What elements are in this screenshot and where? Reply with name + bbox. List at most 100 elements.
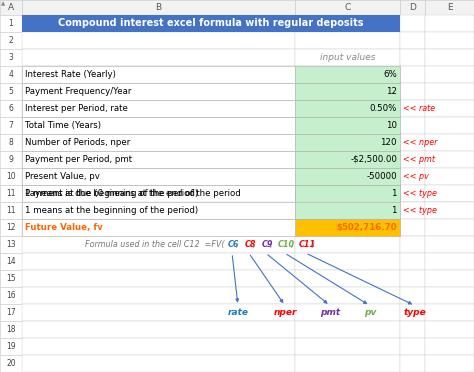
Bar <box>425 202 474 219</box>
Bar <box>22 168 295 185</box>
Bar <box>0 219 22 236</box>
Bar <box>400 66 425 83</box>
Bar <box>295 15 400 32</box>
Bar <box>0 236 22 253</box>
Text: 2: 2 <box>9 36 13 45</box>
Text: 12: 12 <box>6 206 16 215</box>
Text: Number of Periods, nper: Number of Periods, nper <box>25 138 130 147</box>
Text: -$2,500.00: -$2,500.00 <box>350 155 397 164</box>
Bar <box>295 270 400 287</box>
Bar <box>400 321 425 338</box>
Bar <box>295 304 400 321</box>
Bar <box>400 202 425 219</box>
Bar <box>0 15 22 32</box>
Bar <box>22 304 295 321</box>
Bar <box>295 338 400 355</box>
Bar <box>0 202 22 219</box>
Text: 1 means at the beginning of the period): 1 means at the beginning of the period) <box>25 189 198 198</box>
Bar <box>22 287 295 304</box>
Text: B: B <box>155 3 162 12</box>
Text: E: E <box>447 3 452 12</box>
Bar <box>22 202 295 219</box>
Bar <box>22 338 295 355</box>
Bar <box>295 219 400 236</box>
Text: 12: 12 <box>386 87 397 96</box>
Bar <box>425 83 474 100</box>
Bar <box>295 202 400 219</box>
Bar <box>400 83 425 100</box>
Bar <box>425 117 474 134</box>
Text: Present Value, pv: Present Value, pv <box>25 172 100 181</box>
Bar <box>295 185 400 202</box>
Bar <box>295 151 400 168</box>
Bar <box>295 83 400 100</box>
Bar <box>22 304 295 321</box>
Bar <box>22 287 295 304</box>
Bar <box>22 236 295 253</box>
Text: ): ) <box>312 240 315 249</box>
Bar <box>22 66 295 83</box>
Bar <box>400 270 425 287</box>
Bar <box>0 83 22 100</box>
Bar <box>22 83 295 100</box>
Bar <box>425 185 474 202</box>
Bar <box>22 185 295 202</box>
Bar <box>0 100 22 117</box>
Bar <box>22 15 295 32</box>
Text: -50000: -50000 <box>366 172 397 181</box>
Text: ,: , <box>270 240 275 249</box>
Text: 1: 1 <box>392 206 397 215</box>
Text: 10: 10 <box>386 121 397 130</box>
Bar <box>22 168 295 185</box>
Bar <box>425 151 474 168</box>
Bar <box>295 83 400 100</box>
Bar <box>22 202 295 219</box>
Text: << rate: << rate <box>403 104 435 113</box>
Bar <box>22 253 295 270</box>
Bar <box>295 168 400 185</box>
Text: ▲: ▲ <box>1 1 5 6</box>
Text: Compound interest excel formula with regular deposits: Compound interest excel formula with reg… <box>58 18 364 28</box>
Bar <box>0 202 22 219</box>
Bar <box>425 338 474 355</box>
Bar <box>22 202 295 219</box>
Bar <box>0 253 22 270</box>
Bar <box>22 15 400 32</box>
Bar <box>425 236 474 253</box>
Bar <box>400 321 425 338</box>
Text: pv: pv <box>364 308 376 317</box>
Bar <box>0 151 22 168</box>
Bar <box>0 236 22 253</box>
Bar <box>0 117 22 134</box>
Bar <box>22 253 295 270</box>
Bar <box>295 202 400 219</box>
Text: Total Time (Years): Total Time (Years) <box>25 121 101 130</box>
Bar <box>22 66 295 83</box>
Bar <box>425 168 474 185</box>
Bar <box>22 219 295 236</box>
Bar <box>425 253 474 270</box>
Bar <box>400 253 425 270</box>
Bar <box>0 338 22 355</box>
Bar <box>425 32 474 49</box>
Bar <box>22 219 295 236</box>
Bar <box>295 66 400 83</box>
Bar <box>400 168 425 185</box>
Bar <box>400 287 425 304</box>
Bar <box>0 304 22 321</box>
Bar <box>295 185 400 202</box>
Bar <box>400 236 425 253</box>
Text: 16: 16 <box>6 274 16 283</box>
Text: C: C <box>345 3 351 12</box>
Text: 20: 20 <box>6 359 16 368</box>
Bar <box>295 304 400 321</box>
Text: 5: 5 <box>9 87 13 96</box>
Bar <box>22 100 295 117</box>
Bar <box>295 117 400 134</box>
Bar <box>22 151 295 168</box>
Bar <box>400 202 425 219</box>
Bar <box>425 202 474 219</box>
Bar <box>400 219 425 236</box>
Bar <box>425 253 474 270</box>
Bar <box>22 32 295 49</box>
